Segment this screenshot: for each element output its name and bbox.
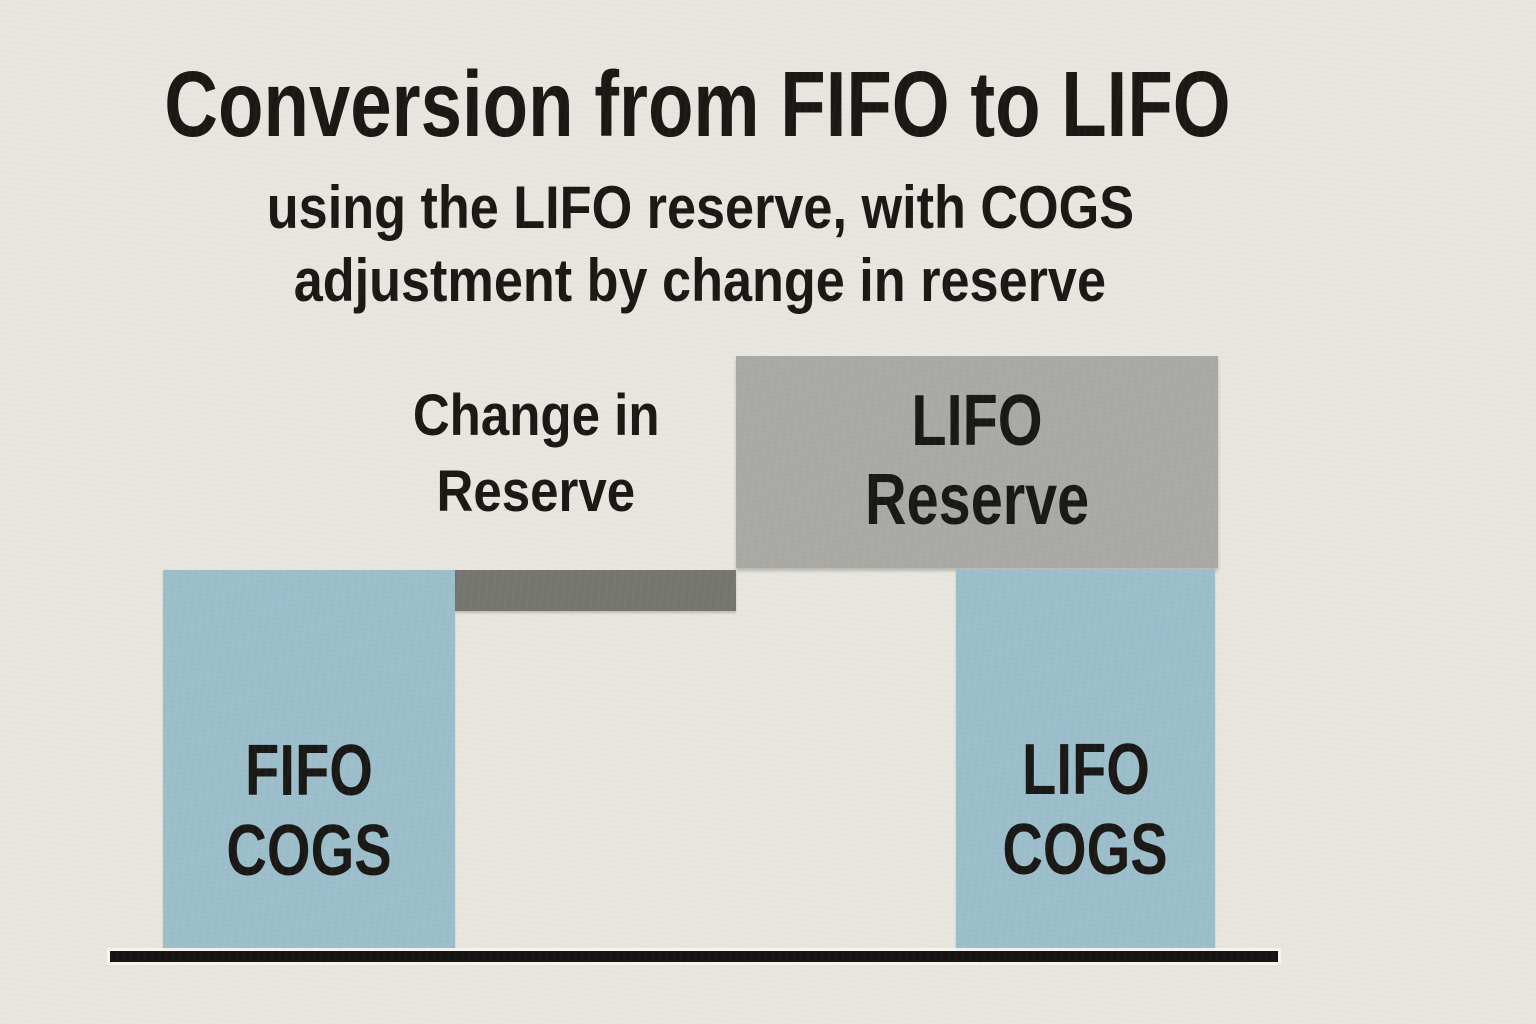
subtitle-line-2: adjustment by change in reserve <box>293 247 1107 314</box>
subtitle-line-1: using the LIFO reserve, with COGS <box>266 174 1134 241</box>
lifo-cogs-label: LIFO COGS <box>1002 730 1169 890</box>
baseline-axis <box>110 951 1278 962</box>
subtitle: using the LIFO reserve, with COGS adjust… <box>0 171 1400 317</box>
change-in-reserve-strip <box>455 570 736 611</box>
fifo-cogs-bar: FIFO COGS <box>163 570 455 949</box>
page-title-text: Conversion from FIFO to LIFO <box>163 52 1231 156</box>
change-label-line-1: Change in <box>412 383 660 448</box>
lifo-reserve-box: LIFO Reserve <box>736 356 1218 568</box>
page-title: Conversion from FIFO to LIFO <box>0 58 1394 151</box>
fifo-cogs-label: FIFO COGS <box>226 731 392 891</box>
change-in-reserve-label: Change in Reserve <box>336 378 736 530</box>
lifo-reserve-label: LIFO Reserve <box>864 381 1090 540</box>
change-label-line-2: Reserve <box>436 459 636 524</box>
lifo-cogs-bar: LIFO COGS <box>956 569 1215 949</box>
